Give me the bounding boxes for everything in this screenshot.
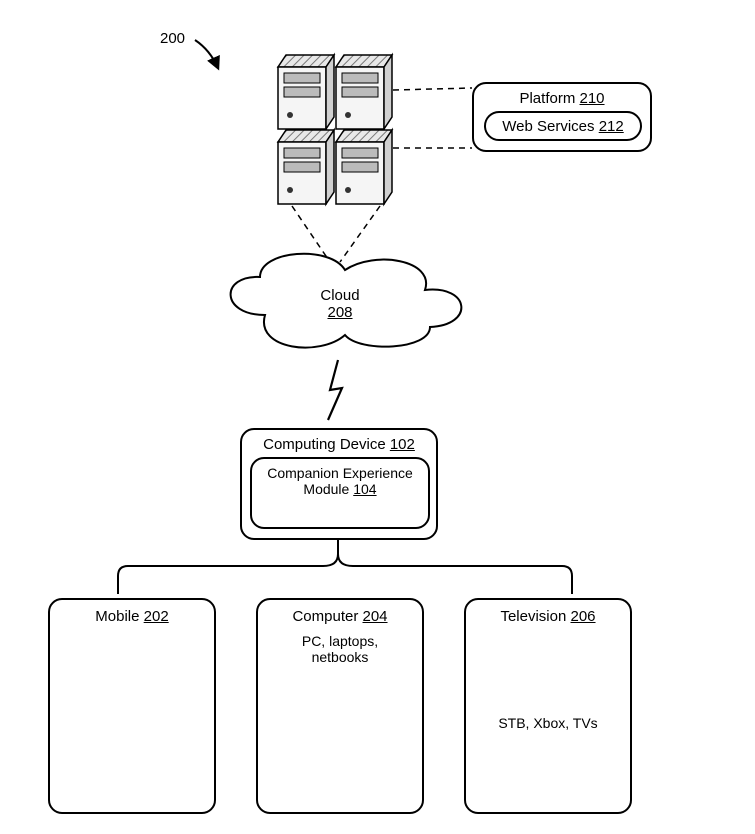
module-line1: Companion Experience: [256, 465, 424, 481]
cloud-ref: 208: [305, 304, 375, 321]
tile-mobile-ref: 202: [144, 608, 169, 625]
module-ref: 104: [353, 481, 376, 497]
tile-mobile-title: Mobile: [95, 608, 139, 625]
tile-television-title: Television: [500, 608, 566, 625]
tile-mobile: Mobile 202: [48, 598, 216, 814]
cloud-label: Cloud: [305, 287, 375, 304]
tile-television-ref: 206: [571, 608, 596, 625]
computing-device-label: Computing Device: [263, 436, 386, 453]
computing-device-ref: 102: [390, 436, 415, 453]
platform-ref: 210: [580, 90, 605, 107]
tile-television-body: STB, Xbox, TVs: [474, 715, 622, 731]
tile-computer: Computer 204 PC, laptops, netbooks: [256, 598, 424, 814]
computing-device-box: Computing Device 102 Companion Experienc…: [240, 428, 438, 540]
tile-computer-body: PC, laptops, netbooks: [266, 633, 414, 665]
module-line2: Module: [303, 481, 349, 497]
tile-computer-title: Computer: [292, 608, 358, 625]
server-stack: [278, 55, 392, 204]
webservices-ref: 212: [599, 118, 624, 135]
webservices-label: Web Services: [502, 118, 594, 135]
tile-computer-ref: 204: [363, 608, 388, 625]
tile-television: Television 206 STB, Xbox, TVs: [464, 598, 632, 814]
platform-label: Platform: [519, 90, 575, 107]
cloud-label-block: Cloud 208: [305, 287, 375, 321]
platform-box: Platform 210 Web Services 212: [472, 82, 652, 152]
